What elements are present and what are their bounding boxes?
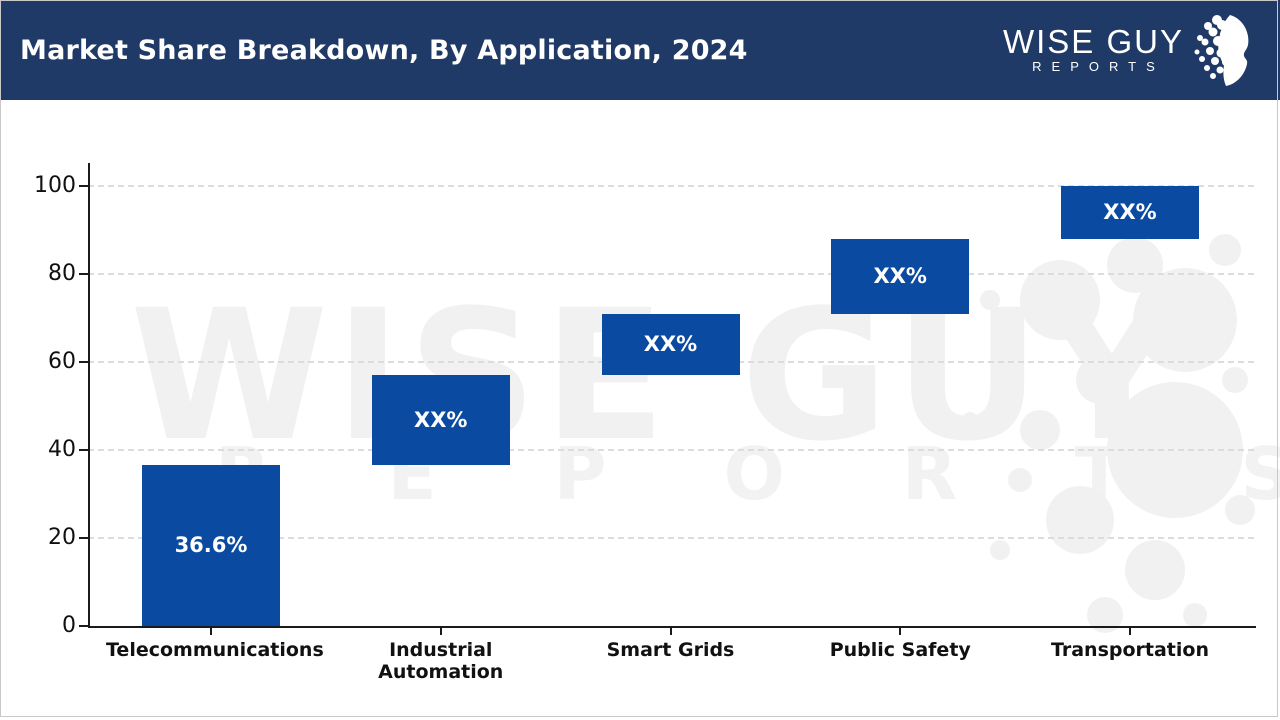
bar-value-label: XX% [1103, 200, 1157, 225]
bar-value-label: 36.6% [174, 533, 248, 558]
watermark-dotted-face [962, 234, 1255, 633]
y-tick-label-100: 100 [34, 173, 76, 198]
y-tick-mark-20 [79, 537, 88, 539]
x-category-label-3: Public Safety [829, 639, 971, 661]
dotted-face-logo-icon [1194, 15, 1249, 86]
x-axis-line [88, 626, 1256, 628]
bar-transportation: XX% [1061, 186, 1199, 239]
y-tick-label-20: 20 [48, 525, 76, 550]
y-tick-mark-0 [79, 625, 88, 627]
y-tick-mark-60 [79, 361, 88, 363]
x-category-label-0: Telecommunications [106, 639, 324, 661]
bar-public-safety: XX% [831, 238, 970, 314]
y-tick-label-60: 60 [48, 349, 76, 374]
x-category-label-1: Industrial Automation [378, 639, 504, 683]
bar-value-label: XX% [873, 264, 927, 289]
x-tick-mark-1 [439, 626, 442, 635]
gridline-40 [88, 449, 1254, 451]
x-category-label-2: Smart Grids [606, 639, 735, 661]
logo-subtext: REPORTS [1032, 59, 1165, 74]
plot-area: 0 20 40 60 80 100 36.6% Telecommunications XX% In… [0, 100, 1280, 720]
header-bar: Market Share Breakdown, By Application, … [0, 0, 1280, 100]
y-tick-label-40: 40 [48, 437, 76, 462]
y-tick-label-0: 0 [62, 613, 76, 638]
watermark-wordmark: WISE GUY [130, 272, 1184, 481]
bar-value-label: XX% [643, 332, 698, 357]
gridline-20 [88, 537, 1254, 539]
wise-guy-reports-logo: WISE GUY REPORTS [1003, 12, 1252, 88]
bar-telecommunications: 36.6% [142, 464, 280, 626]
logo-text: WISE GUY REPORTS [1003, 25, 1184, 75]
chart-title: Market Share Breakdown, By Application, … [20, 34, 748, 66]
x-tick-mark-0 [210, 626, 212, 635]
bar-smart-grids: XX% [601, 313, 740, 376]
x-tick-mark-3 [899, 626, 902, 635]
x-tick-mark-2 [669, 626, 672, 635]
y-tick-mark-100 [79, 185, 88, 187]
logo-wordmark: WISE GUY [1002, 23, 1184, 60]
gridline-80 [88, 273, 1254, 275]
bar-industrial-automation: XX% [371, 375, 510, 465]
y-tick-label-80: 80 [48, 261, 76, 286]
gridline-100 [88, 185, 1254, 187]
y-tick-mark-40 [79, 449, 88, 451]
y-tick-mark-80 [79, 273, 88, 275]
bar-value-label: XX% [414, 408, 468, 433]
x-tick-mark-4 [1129, 626, 1131, 635]
y-axis-line [88, 163, 90, 626]
x-category-label-4: Transportation [1050, 639, 1209, 661]
